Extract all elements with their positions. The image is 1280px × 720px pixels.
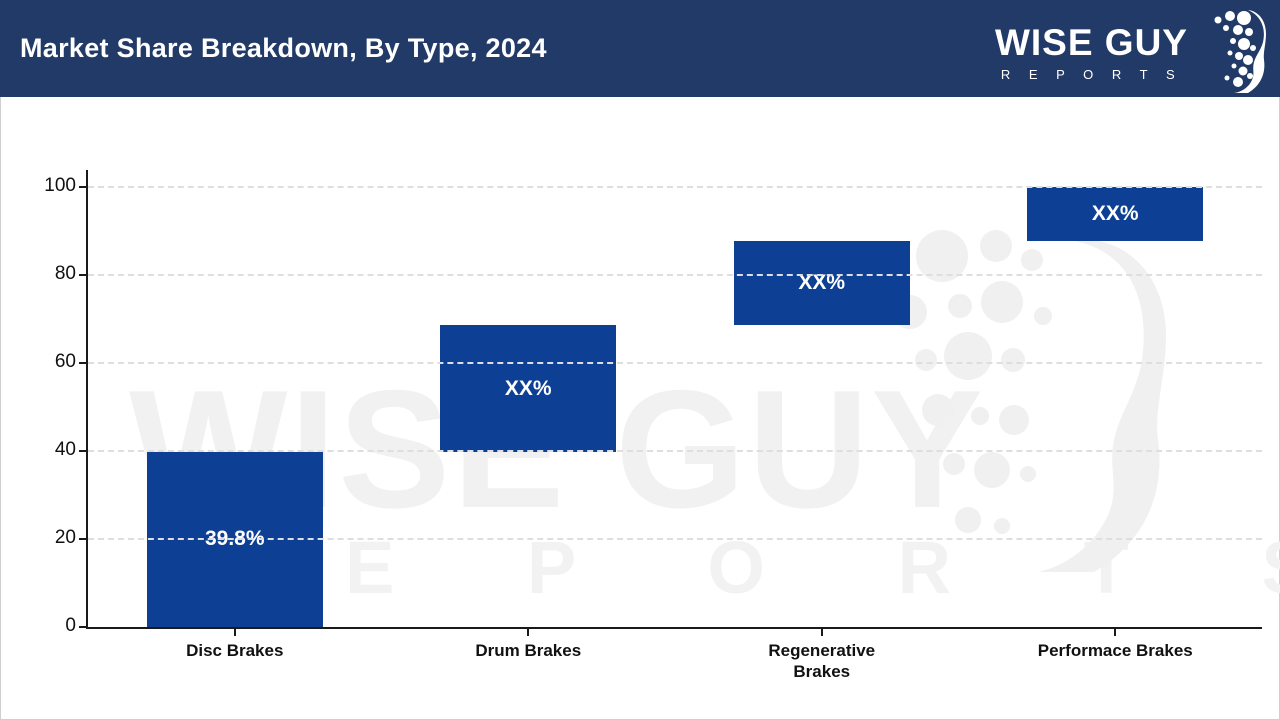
page-title: Market Share Breakdown, By Type, 2024 [20, 33, 547, 63]
gridline-80 [88, 274, 1262, 276]
y-tick [79, 274, 87, 276]
x-tick [527, 629, 530, 636]
x-tick [233, 629, 236, 636]
bar-performace-brakes: XX% [1027, 187, 1204, 242]
y-axis-tick-label: 0 [65, 615, 76, 636]
gridline-40 [88, 450, 1262, 452]
y-tick [79, 362, 87, 364]
bar-value-label: XX% [504, 376, 552, 400]
y-axis-tick-label: 20 [54, 527, 76, 548]
x-axis-category-label: Performace Brakes [1037, 641, 1193, 660]
x-tick [820, 629, 823, 636]
watermark-face-icon [880, 220, 1180, 585]
y-tick [79, 538, 87, 540]
dotted-face-profile-icon [1192, 8, 1266, 99]
logo-subtitle: R E P O R T S [1000, 67, 1183, 82]
x-axis-category-label: Regenerative Brakes [768, 641, 876, 682]
x-tick [1114, 629, 1117, 636]
y-axis-line [86, 170, 88, 629]
gridline-20 [88, 538, 1262, 540]
x-axis-category-label: Disc Brakes [186, 641, 284, 660]
y-axis-tick-label: 80 [54, 263, 76, 284]
y-axis-tick-label: 40 [54, 439, 76, 460]
y-tick [79, 450, 87, 452]
bar-value-label: XX% [1091, 202, 1139, 226]
y-axis-tick-label: 60 [54, 351, 76, 372]
y-axis-tick-label: 100 [44, 175, 76, 196]
logo-wordmark: WISE GUY [994, 22, 1188, 63]
wise-guy-reports-logo: WISE GUY R E P O R T S [995, 6, 1266, 94]
header-bar: Market Share Breakdown, By Type, 2024 WI… [0, 0, 1280, 97]
logo-text: WISE GUY R E P O R T S [995, 22, 1188, 82]
bar-regenerative-brakes: XX% [733, 241, 910, 326]
y-tick [79, 626, 87, 628]
x-axis-category-label: Drum Brakes [475, 641, 582, 660]
y-tick [79, 186, 87, 188]
bar-value-label: XX% [798, 271, 846, 295]
bar-drum-brakes: XX% [440, 325, 617, 452]
gridline-60 [88, 362, 1262, 364]
gridline-100 [88, 186, 1262, 188]
x-axis-line [86, 627, 1262, 629]
